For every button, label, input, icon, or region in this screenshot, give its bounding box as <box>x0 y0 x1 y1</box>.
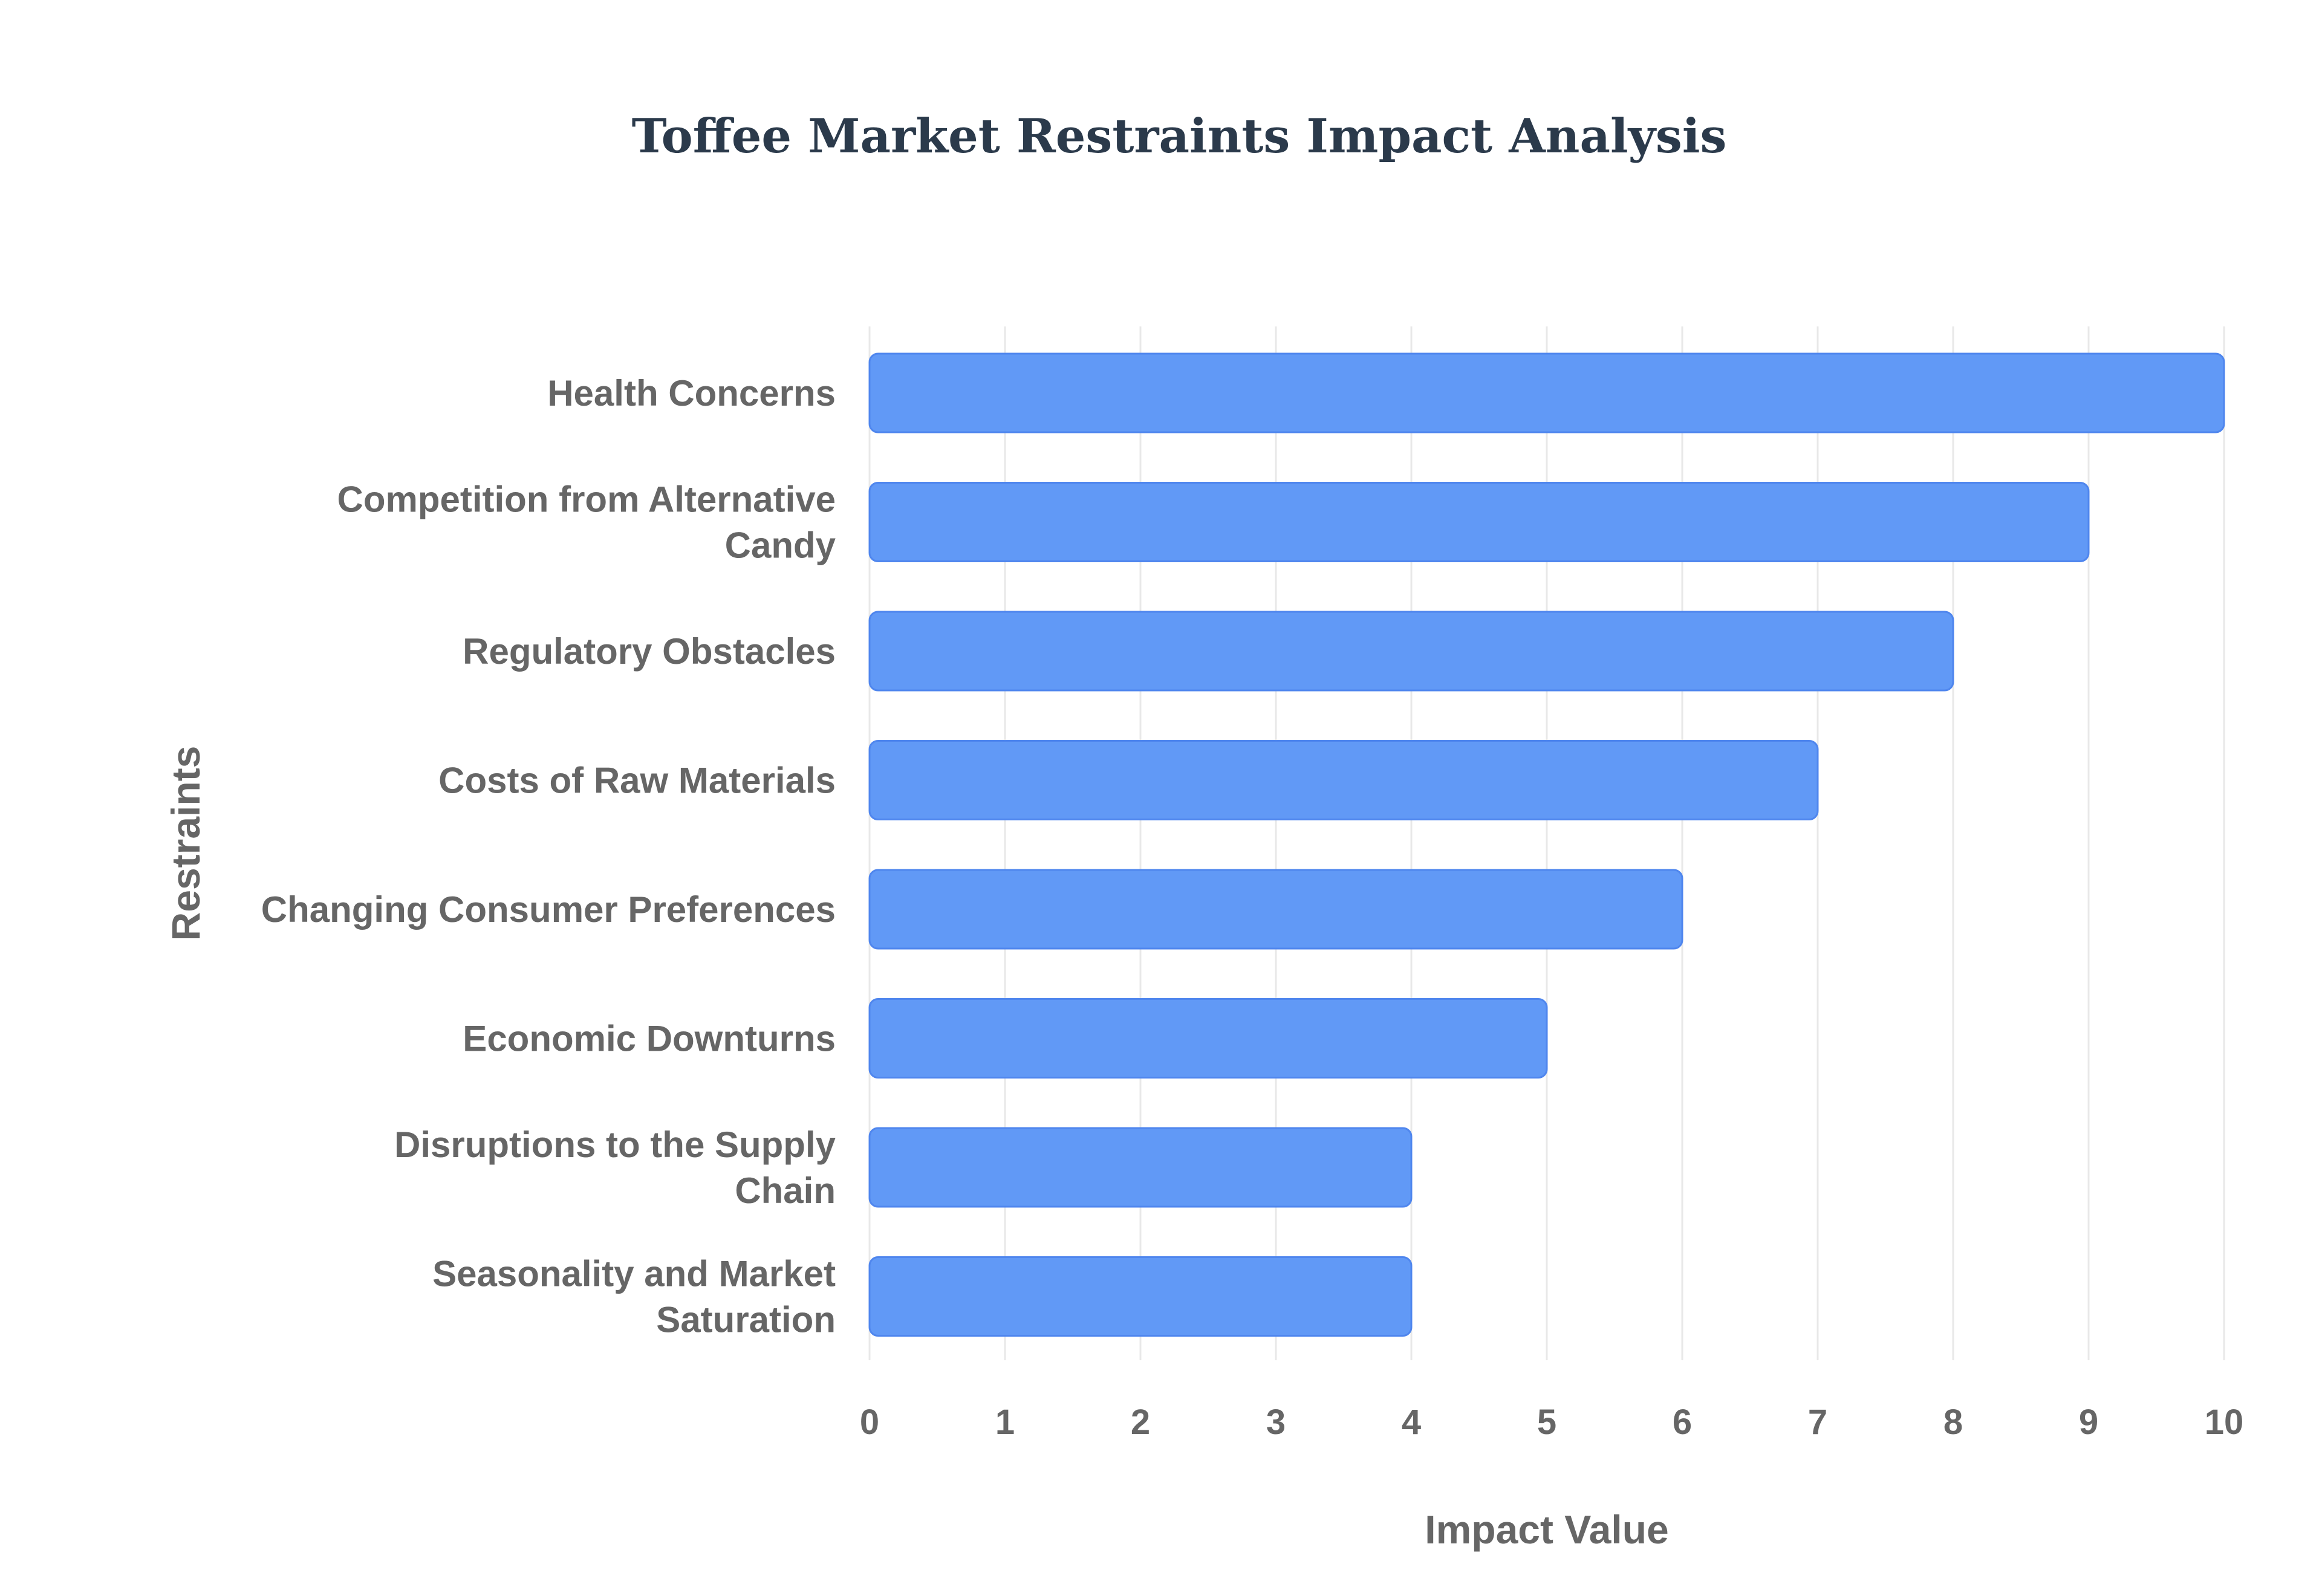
bar <box>868 1127 1413 1208</box>
x-tick-label: 5 <box>1537 1403 1556 1442</box>
y-axis-categories: Health Concerns Competition from Alternat… <box>261 373 836 1340</box>
x-tick-label: 6 <box>1673 1403 1692 1442</box>
category-label: Competition from Alternative Candy <box>337 479 836 566</box>
category-label: Costs of Raw Materials <box>438 761 836 801</box>
category-label-line: Candy <box>725 525 836 566</box>
bar <box>868 482 2090 562</box>
category-label-line: Economic Downturns <box>463 1019 836 1059</box>
bar <box>868 740 1819 820</box>
category-label: Seasonality and Market Saturation <box>432 1254 836 1340</box>
x-axis-ticks: 0 1 2 3 4 5 6 7 8 9 10 <box>860 1403 2243 1442</box>
bar <box>868 611 1954 692</box>
x-tick-label: 7 <box>1808 1403 1827 1442</box>
x-tick-label: 2 <box>1131 1403 1150 1442</box>
bar <box>868 352 2225 433</box>
category-label: Disruptions to the Supply Chain <box>394 1124 836 1211</box>
bar <box>868 998 1548 1079</box>
category-label: Changing Consumer Preferences <box>261 889 836 930</box>
chart-title: Toffee Market Restraints Impact Analysis <box>632 109 1727 164</box>
x-tick-label: 3 <box>1266 1403 1286 1442</box>
y-axis-title: Restraints <box>163 746 208 941</box>
bar <box>868 1256 1413 1337</box>
x-tick-label: 9 <box>2079 1403 2098 1442</box>
x-tick-label: 10 <box>2205 1403 2244 1442</box>
category-label-line: Chain <box>735 1170 836 1211</box>
bars <box>868 352 2225 1337</box>
x-tick-label: 0 <box>860 1403 879 1442</box>
x-tick-label: 8 <box>1943 1403 1963 1442</box>
category-label: Regulatory Obstacles <box>463 631 836 672</box>
category-label-line: Changing Consumer Preferences <box>261 889 836 930</box>
x-tick-label: 4 <box>1402 1403 1421 1442</box>
category-label: Economic Downturns <box>463 1019 836 1059</box>
category-label-line: Costs of Raw Materials <box>438 761 836 801</box>
category-label-line: Saturation <box>656 1300 836 1340</box>
category-label: Health Concerns <box>547 373 836 414</box>
category-label-line: Disruptions to the Supply <box>394 1124 836 1165</box>
category-label-line: Health Concerns <box>547 373 836 414</box>
bar <box>868 869 1683 950</box>
category-label-line: Regulatory Obstacles <box>463 631 836 672</box>
x-tick-label: 1 <box>995 1403 1015 1442</box>
x-axis-title: Impact Value <box>1425 1507 1669 1552</box>
category-label-line: Competition from Alternative <box>337 479 836 520</box>
category-label-line: Seasonality and Market <box>432 1254 836 1294</box>
